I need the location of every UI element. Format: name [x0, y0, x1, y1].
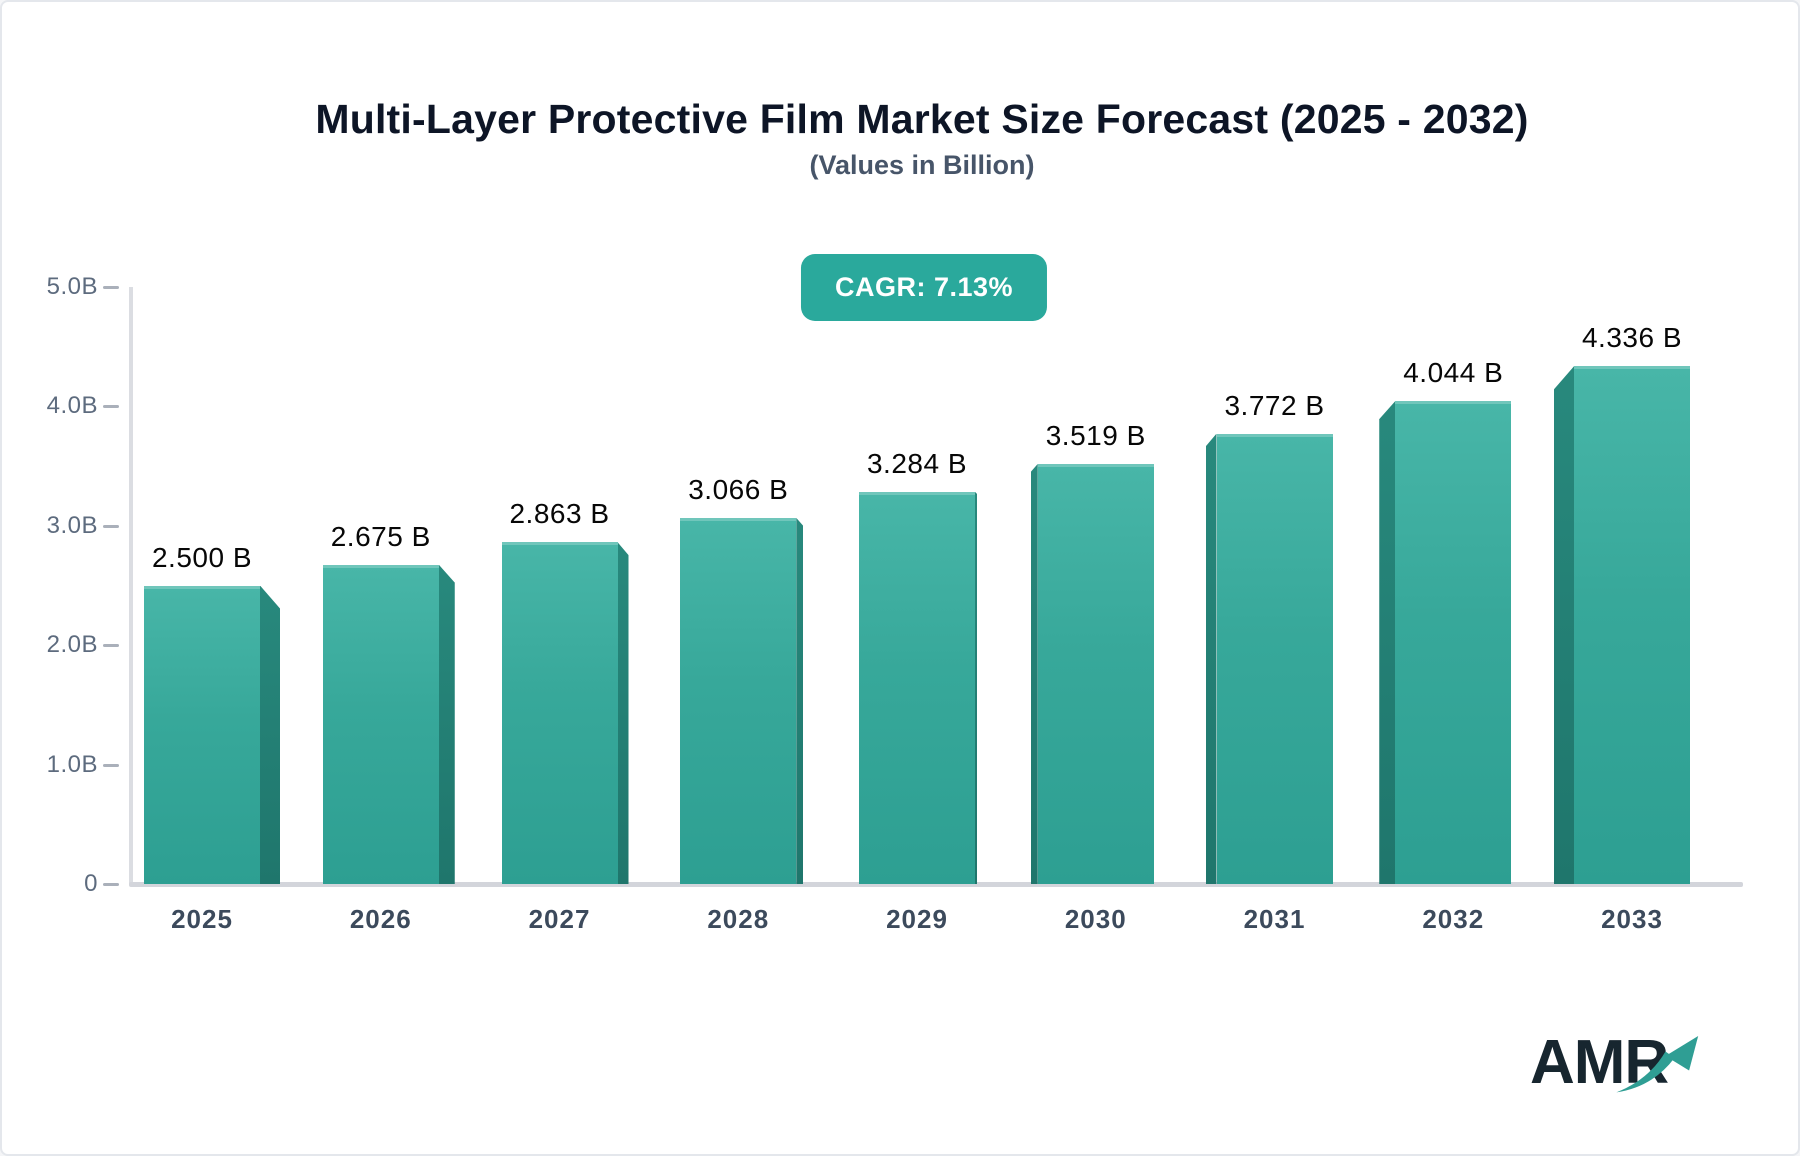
amr-logo: AMR: [1530, 1032, 1720, 1122]
bar-side-face: [975, 491, 977, 884]
y-axis-tick-mark: [103, 405, 119, 409]
y-axis-tick-mark: [103, 644, 119, 648]
x-axis-category-label: 2031: [1243, 904, 1306, 934]
bar-2033[interactable]: [1554, 366, 1690, 884]
y-axis-tick-label: 1.0B: [46, 750, 98, 778]
bar-2028[interactable]: [680, 517, 804, 884]
x-axis-category-label: 2033: [1601, 904, 1663, 934]
x-axis-category-label: 2032: [1422, 904, 1485, 934]
bar-side-face: [1554, 366, 1574, 884]
y-axis-tick-label: 3.0B: [46, 511, 98, 539]
bar-side-face: [1030, 463, 1038, 884]
bar-2026[interactable]: [322, 564, 455, 884]
amr-logo-text: AMR: [1530, 1028, 1669, 1097]
y-axis-line: [129, 287, 133, 884]
y-axis-tick-mark: [103, 524, 119, 528]
chart-subtitle: (Values in Billion): [809, 150, 1035, 180]
bar-value-label: 3.066 B: [688, 473, 789, 505]
bar-value-label: 2.500 B: [151, 541, 253, 573]
bar-2032[interactable]: [1379, 401, 1512, 884]
y-axis-tick-label: 2.0B: [46, 631, 98, 659]
bar-2025[interactable]: [144, 585, 280, 884]
chart-title: Multi-Layer Protective Film Market Size …: [315, 96, 1529, 142]
bar-side-face: [260, 585, 280, 884]
x-axis-category-label: 2026: [349, 904, 412, 934]
bar-value-label: 4.044 B: [1403, 357, 1504, 389]
x-axis-line: [129, 882, 1743, 887]
bar-2027[interactable]: [501, 542, 629, 884]
x-axis-category-label: 2029: [886, 904, 948, 934]
x-axis-category-label: 2028: [707, 904, 770, 934]
x-axis-category-label: 2030: [1064, 904, 1127, 934]
y-axis-tick-label: 0: [84, 870, 98, 897]
bar-value-label: 3.772 B: [1224, 389, 1325, 421]
bar-2029[interactable]: [859, 491, 977, 884]
bar-side-face: [1205, 433, 1217, 884]
x-axis-category-label: 2025: [171, 904, 233, 934]
cagr-badge: CAGR: 7.13%: [800, 254, 1048, 321]
bar-value-label: 3.519 B: [1045, 419, 1146, 451]
bar-2030[interactable]: [1030, 463, 1154, 884]
bar-side-face: [1379, 401, 1396, 884]
growth-arrow-icon: [1616, 1036, 1699, 1093]
y-axis-tick-mark: [103, 286, 119, 289]
bar-value-label: 2.863 B: [509, 498, 610, 530]
x-axis-category-label: 2027: [528, 904, 591, 934]
y-axis-tick-mark: [103, 883, 119, 886]
y-axis-tick-label: 5.0B: [46, 273, 98, 300]
bar-value-label: 2.675 B: [330, 520, 431, 552]
bar-side-face: [438, 564, 455, 884]
y-axis-tick-mark: [103, 763, 119, 767]
bar-side-face: [796, 517, 804, 884]
y-axis-tick-label: 4.0B: [46, 392, 98, 420]
bar-value-label: 3.284 B: [866, 447, 968, 479]
bar-2031[interactable]: [1205, 433, 1333, 884]
bar-side-face: [617, 542, 629, 884]
bar-value-label: 4.336 B: [1581, 322, 1683, 354]
